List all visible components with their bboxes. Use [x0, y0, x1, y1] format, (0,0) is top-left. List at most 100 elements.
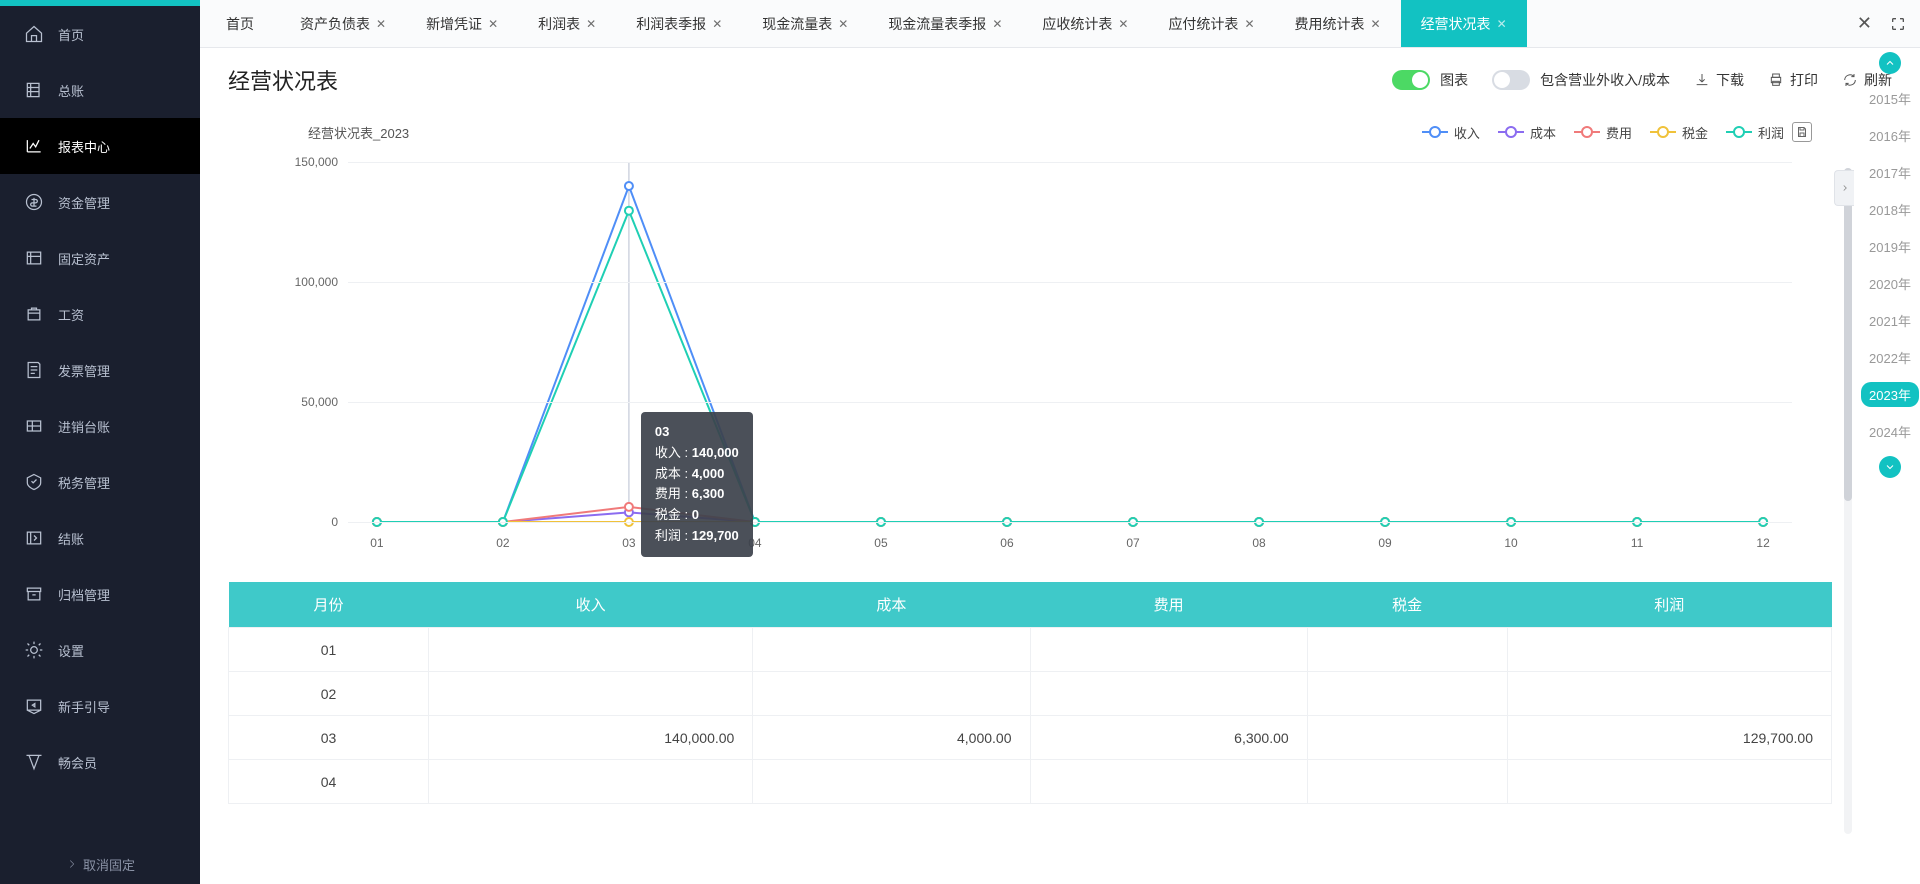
sidebar-item-home[interactable]: 首页	[0, 6, 200, 62]
legend-item[interactable]: 税金	[1650, 123, 1708, 142]
tab-5[interactable]: 现金流量表 ✕	[742, 0, 868, 47]
sidebar-item-stock[interactable]: 进销台账	[0, 398, 200, 454]
tab-close-icon[interactable]: ✕	[838, 17, 848, 31]
legend-label: 税金	[1682, 123, 1708, 142]
x-axis-label: 02	[496, 536, 509, 550]
sidebar-item-label: 新手引导	[58, 697, 110, 716]
tab-9[interactable]: 费用统计表✕	[1275, 0, 1401, 47]
tab-close-icon[interactable]: ✕	[488, 17, 498, 31]
x-axis-label: 07	[1126, 536, 1139, 550]
chart-icon	[24, 136, 44, 156]
sidebar-item-salary[interactable]: 工资	[0, 286, 200, 342]
data-table-container: 月份收入成本费用税金利润010203140,000.004,000.006,30…	[228, 582, 1832, 804]
chart-body: 03收入 : 140,000成本 : 4,000费用 : 6,300税金 : 0…	[228, 152, 1832, 572]
table-row: 02	[229, 672, 1832, 716]
sidebar-item-tax[interactable]: 税务管理	[0, 454, 200, 510]
print-button[interactable]: 打印	[1768, 70, 1818, 90]
sidebar-item-label: 畅会员	[58, 753, 97, 772]
year-item[interactable]: 2021年	[1861, 308, 1919, 333]
toggle-extra-switch[interactable]	[1492, 70, 1530, 90]
table-cell	[1507, 760, 1831, 804]
toggle-extra-income[interactable]: 包含营业外收入/成本	[1492, 70, 1670, 90]
tab-3[interactable]: 利润表✕	[518, 0, 616, 47]
tab-2[interactable]: 新增凭证 ✕	[406, 0, 518, 47]
salary-icon	[24, 304, 44, 324]
year-item[interactable]: 2022年	[1861, 345, 1919, 370]
sidebar-item-chart[interactable]: 报表中心	[0, 118, 200, 174]
tab-0[interactable]: 首页	[200, 0, 280, 47]
sidebar-item-close-book[interactable]: 结账	[0, 510, 200, 566]
tab-close-icon[interactable]: ✕	[586, 17, 596, 31]
year-item[interactable]: 2017年	[1861, 160, 1919, 185]
tooltip-row: 利润 : 129,700	[655, 526, 739, 547]
x-axis-label: 01	[370, 536, 383, 550]
table-cell	[1030, 628, 1307, 672]
tab-label: 应付统计表	[1168, 14, 1238, 34]
tab-close-icon[interactable]: ✕	[1118, 17, 1128, 31]
tab-1[interactable]: 资产负债表✕	[280, 0, 406, 47]
sidebar-item-archive[interactable]: 归档管理	[0, 566, 200, 622]
tab-close-icon[interactable]: ✕	[712, 17, 722, 31]
chart-legend: 收入成本费用 税金利润	[1422, 123, 1784, 142]
chart-container: 经营状况表_2023 收入成本费用税金利润 03收入 : 140,000成本 :…	[228, 112, 1832, 572]
sidebar-item-vip[interactable]: 畅会员	[0, 734, 200, 790]
sidebar-item-label: 发票管理	[58, 361, 110, 380]
legend-item[interactable]: 收入	[1422, 123, 1480, 142]
chart-plot[interactable]: 03收入 : 140,000成本 : 4,000费用 : 6,300税金 : 0…	[348, 162, 1792, 522]
table-cell-month: 04	[229, 760, 429, 804]
tab-10[interactable]: 经营状况表✕	[1401, 0, 1527, 47]
gear-icon	[24, 640, 44, 660]
legend-item[interactable]: 成本	[1498, 123, 1556, 142]
sidebar-item-money[interactable]: 资金管理	[0, 174, 200, 230]
year-item[interactable]: 2015年	[1861, 86, 1919, 111]
sidebar-unpin[interactable]: 取消固定	[0, 844, 200, 884]
table-row: 03140,000.004,000.006,300.00129,700.00	[229, 716, 1832, 760]
sidebar-item-ledger[interactable]: 总账	[0, 62, 200, 118]
tab-8[interactable]: 应付统计表 ✕	[1148, 0, 1274, 47]
expand-handle[interactable]	[1834, 170, 1854, 206]
tab-close-icon[interactable]: ✕	[376, 17, 386, 31]
legend-item[interactable]: 利润	[1726, 123, 1784, 142]
sidebar-item-label: 资金管理	[58, 193, 110, 212]
year-scroll-up-icon[interactable]	[1879, 52, 1901, 74]
vertical-scrollbar[interactable]	[1844, 168, 1852, 834]
legend-swatch	[1574, 131, 1600, 133]
download-button[interactable]: 下载	[1694, 70, 1744, 90]
table-cell	[429, 628, 753, 672]
sidebar-item-gear[interactable]: 设置	[0, 622, 200, 678]
year-item[interactable]: 2018年	[1861, 197, 1919, 222]
table-row: 01	[229, 628, 1832, 672]
year-item[interactable]: 2020年	[1861, 271, 1919, 296]
chart-save-icon[interactable]	[1792, 122, 1812, 142]
year-scroll-down-icon[interactable]	[1879, 456, 1901, 478]
table-cell	[1030, 672, 1307, 716]
gridline	[348, 402, 1792, 403]
tab-7[interactable]: 应收统计表✕	[1022, 0, 1148, 47]
tab-label: 新增凭证	[426, 14, 482, 34]
toggle-chart-switch[interactable]	[1392, 70, 1430, 90]
year-item[interactable]: 2016年	[1861, 123, 1919, 148]
table-cell: 140,000.00	[429, 716, 753, 760]
home-icon	[24, 24, 44, 44]
sidebar-item-invoice[interactable]: 发票管理	[0, 342, 200, 398]
legend-item[interactable]: 费用	[1574, 123, 1632, 142]
table-header: 月份	[229, 582, 429, 628]
table-header: 费用	[1030, 582, 1307, 628]
toggle-chart[interactable]: 图表	[1392, 70, 1468, 90]
year-item[interactable]: 2019年	[1861, 234, 1919, 259]
legend-swatch	[1498, 131, 1524, 133]
tab-4[interactable]: 利润表季报✕	[616, 0, 742, 47]
sidebar-item-label: 总账	[58, 81, 84, 100]
tab-close-icon[interactable]: ✕	[1244, 17, 1254, 31]
sidebar-item-guide[interactable]: 新手引导	[0, 678, 200, 734]
tab-close-icon[interactable]: ✕	[992, 17, 1002, 31]
year-item[interactable]: 2024年	[1861, 419, 1919, 444]
year-item[interactable]: 2023年	[1861, 382, 1919, 407]
tab-close-icon[interactable]: ✕	[1371, 17, 1381, 31]
tab-6[interactable]: 现金流量表季报✕	[868, 0, 1022, 47]
tab-close-all-icon[interactable]: ✕	[1857, 13, 1872, 34]
tab-label: 现金流量表	[762, 14, 832, 34]
tab-close-icon[interactable]: ✕	[1497, 17, 1507, 31]
sidebar-item-asset[interactable]: 固定资产	[0, 230, 200, 286]
fullscreen-icon[interactable]	[1890, 16, 1906, 32]
